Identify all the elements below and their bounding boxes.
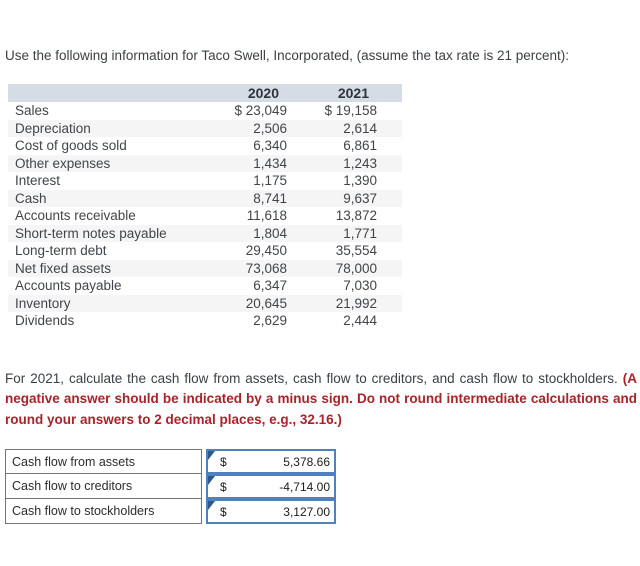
row-value-2021: 6,861 bbox=[343, 138, 377, 154]
answer-row-cash-flow-to-stockholders: Cash flow to stockholders $ 3,127.00 bbox=[5, 499, 345, 524]
row-value-2021: 2,444 bbox=[343, 313, 377, 329]
answer-label: Cash flow from assets bbox=[5, 449, 202, 474]
row-value-2021: 2,614 bbox=[343, 120, 377, 136]
table-row-accounts-receivable: Accounts receivable 11,618 13,872 bbox=[8, 207, 402, 225]
answer-row-cash-flow-to-creditors: Cash flow to creditors $ -4,714.00 bbox=[5, 474, 345, 499]
row-label: Interest bbox=[15, 173, 61, 189]
table-row-inventory: Inventory 20,645 21,992 bbox=[8, 294, 402, 312]
row-value-2021: 1,390 bbox=[343, 173, 377, 189]
row-value-2020: 2,506 bbox=[253, 120, 287, 136]
financials-table: 2020 2021 Sales $ 23,049 $ 19,158 Deprec… bbox=[8, 84, 402, 330]
row-value-2020: 1,804 bbox=[253, 225, 287, 241]
row-value-2021: 1,771 bbox=[343, 225, 377, 241]
row-value-2021: 35,554 bbox=[335, 243, 377, 259]
answer-label: Cash flow to stockholders bbox=[5, 499, 202, 524]
table-row-long-term-debt: Long-term debt 29,450 35,554 bbox=[8, 242, 402, 260]
row-label: Net fixed assets bbox=[15, 260, 112, 276]
financials-header-row: 2020 2021 bbox=[8, 84, 402, 102]
row-value-2020: 6,340 bbox=[253, 138, 287, 154]
row-value-2020: 1,434 bbox=[253, 155, 287, 171]
col-header-2020: 2020 bbox=[247, 85, 279, 101]
currency-symbol: $ bbox=[220, 479, 227, 494]
answer-label: Cash flow to creditors bbox=[5, 474, 202, 499]
question-instruction-text: (A negative answer should be indicated b… bbox=[5, 370, 637, 427]
row-value-2021: 13,872 bbox=[335, 208, 377, 224]
table-row-other-expenses: Other expenses 1,434 1,243 bbox=[8, 154, 402, 172]
question-normal-text: For 2021, calculate the cash flow from a… bbox=[5, 370, 623, 386]
row-value-2021: $ 19,158 bbox=[324, 103, 377, 119]
row-label: Long-term debt bbox=[15, 243, 107, 259]
correct-answer-marker-icon bbox=[208, 501, 215, 510]
row-label: Accounts payable bbox=[15, 278, 122, 294]
answer-input-cash-flow-from-assets[interactable]: $ 5,378.66 bbox=[206, 449, 336, 474]
correct-answer-marker-icon bbox=[208, 476, 215, 485]
col-header-end-spacer bbox=[377, 84, 402, 102]
answer-value: -4,714.00 bbox=[279, 479, 330, 494]
row-value-2021: 7,030 bbox=[343, 278, 377, 294]
table-row-sales: Sales $ 23,049 $ 19,158 bbox=[8, 102, 402, 120]
row-value-2021: 9,637 bbox=[343, 190, 377, 206]
col-header-2021: 2021 bbox=[337, 85, 369, 101]
currency-symbol: $ bbox=[220, 454, 227, 469]
answer-value: 3,127.00 bbox=[283, 504, 330, 519]
row-value-2020: $ 23,049 bbox=[234, 103, 287, 119]
row-value-2021: 78,000 bbox=[335, 260, 377, 276]
answer-input-cash-flow-to-creditors[interactable]: $ -4,714.00 bbox=[206, 474, 336, 499]
answers-table: Cash flow from assets $ 5,378.66 Cash fl… bbox=[5, 449, 345, 524]
row-value-2020: 20,645 bbox=[245, 295, 287, 311]
row-value-2020: 11,618 bbox=[246, 208, 287, 224]
question-text: For 2021, calculate the cash flow from a… bbox=[5, 369, 637, 431]
table-row-short-term-notes: Short-term notes payable 1,804 1,771 bbox=[8, 224, 402, 242]
row-value-2020: 73,068 bbox=[245, 260, 287, 276]
col-header-spacer bbox=[8, 84, 197, 102]
table-row-depreciation: Depreciation 2,506 2,614 bbox=[8, 119, 402, 137]
row-label: Sales bbox=[15, 103, 49, 119]
answer-value: 5,378.66 bbox=[283, 454, 330, 469]
page: Use the following information for Taco S… bbox=[5, 48, 637, 524]
row-value-2021: 21,992 bbox=[335, 295, 377, 311]
answer-row-cash-flow-from-assets: Cash flow from assets $ 5,378.66 bbox=[5, 449, 345, 474]
row-value-2020: 1,175 bbox=[253, 173, 287, 189]
row-label: Dividends bbox=[15, 313, 75, 329]
table-row-cash: Cash 8,741 9,637 bbox=[8, 189, 402, 207]
row-label: Cost of goods sold bbox=[15, 138, 127, 154]
intro-text: Use the following information for Taco S… bbox=[5, 48, 570, 63]
correct-answer-marker-icon bbox=[208, 451, 215, 460]
row-label: Other expenses bbox=[15, 155, 111, 171]
table-row-interest: Interest 1,175 1,390 bbox=[8, 172, 402, 190]
row-label: Accounts receivable bbox=[15, 208, 136, 224]
table-row-net-fixed-assets: Net fixed assets 73,068 78,000 bbox=[8, 259, 402, 277]
table-row-accounts-payable: Accounts payable 6,347 7,030 bbox=[8, 277, 402, 295]
row-value-2020: 29,450 bbox=[245, 243, 287, 259]
row-label: Cash bbox=[15, 190, 47, 206]
row-value-2021: 1,243 bbox=[343, 155, 377, 171]
row-label: Short-term notes payable bbox=[15, 225, 167, 241]
row-label: Depreciation bbox=[15, 120, 91, 136]
row-value-2020: 6,347 bbox=[253, 278, 287, 294]
row-label: Inventory bbox=[15, 295, 71, 311]
table-row-cogs: Cost of goods sold 6,340 6,861 bbox=[8, 137, 402, 155]
currency-symbol: $ bbox=[220, 504, 227, 519]
row-value-2020: 8,741 bbox=[253, 190, 287, 206]
table-row-dividends: Dividends 2,629 2,444 bbox=[8, 312, 402, 330]
row-value-2020: 2,629 bbox=[253, 313, 287, 329]
answer-input-cash-flow-to-stockholders[interactable]: $ 3,127.00 bbox=[206, 499, 336, 524]
